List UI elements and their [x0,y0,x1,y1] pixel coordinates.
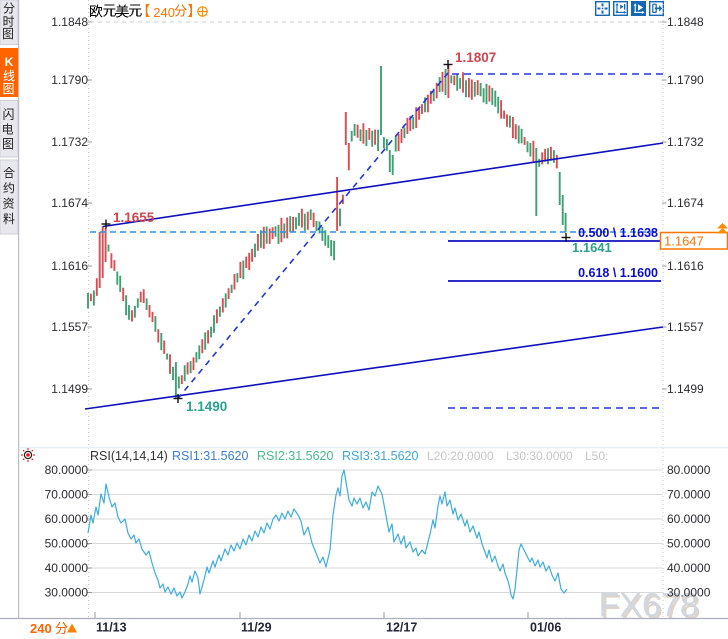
svg-text:FX678: FX678 [601,589,701,627]
svg-text:L20:20.0000: L20:20.0000 [427,449,494,463]
svg-text:1.1790: 1.1790 [51,73,88,87]
svg-text:80.0000: 80.0000 [45,463,89,477]
svg-text:30.0000: 30.0000 [667,586,711,600]
svg-text:12/17: 12/17 [386,621,417,635]
svg-text:0.500 \ 1.1638: 0.500 \ 1.1638 [578,226,658,240]
svg-text:1.1490: 1.1490 [186,399,227,414]
svg-text:1.1848: 1.1848 [667,15,704,29]
svg-text:1.1674: 1.1674 [667,196,704,210]
svg-text:1.1732: 1.1732 [667,135,704,149]
svg-text:L30:30.0000: L30:30.0000 [506,449,573,463]
svg-text:70.0000: 70.0000 [667,488,711,502]
svg-text:1.1557: 1.1557 [667,320,704,334]
svg-text:1.1848: 1.1848 [51,15,88,29]
svg-text:1.1790: 1.1790 [667,73,704,87]
svg-text:RSI1:31.5620: RSI1:31.5620 [172,449,248,463]
svg-text:50.0000: 50.0000 [45,537,89,551]
svg-text:60.0000: 60.0000 [45,512,89,526]
svg-text:1.1807: 1.1807 [455,50,496,65]
svg-text:50.0000: 50.0000 [667,537,711,551]
svg-text:11/13: 11/13 [96,621,127,635]
svg-text:1.1499: 1.1499 [667,382,704,396]
svg-text:1.1655: 1.1655 [113,210,155,225]
svg-text:80.0000: 80.0000 [667,463,711,477]
svg-text:1.1647: 1.1647 [664,234,704,249]
svg-text:0.618 \ 1.1600: 0.618 \ 1.1600 [578,266,658,280]
svg-text:240: 240 [153,5,175,20]
svg-text:1.1641: 1.1641 [572,240,612,255]
svg-text:1.1674: 1.1674 [51,196,88,210]
svg-text:RSI(14,14,14): RSI(14,14,14) [90,449,168,463]
svg-text:RSI2:31.5620: RSI2:31.5620 [257,449,333,463]
svg-text:K: K [5,55,14,69]
svg-text:70.0000: 70.0000 [45,488,89,502]
svg-text:1.1616: 1.1616 [667,259,704,273]
svg-text:L50:: L50: [585,449,608,463]
svg-text:40.0000: 40.0000 [667,561,711,575]
svg-text:RSI3:31.5620: RSI3:31.5620 [342,449,418,463]
svg-text:1.1616: 1.1616 [51,259,88,273]
svg-text:11/29: 11/29 [241,621,272,635]
svg-text:60.0000: 60.0000 [667,512,711,526]
svg-text:01/06: 01/06 [530,621,561,635]
svg-text:30.0000: 30.0000 [45,586,89,600]
svg-text:1.1557: 1.1557 [51,320,88,334]
svg-text:1.1499: 1.1499 [51,382,88,396]
svg-text:40.0000: 40.0000 [45,561,89,575]
svg-text:240: 240 [30,621,52,636]
svg-text:1.1732: 1.1732 [51,135,88,149]
